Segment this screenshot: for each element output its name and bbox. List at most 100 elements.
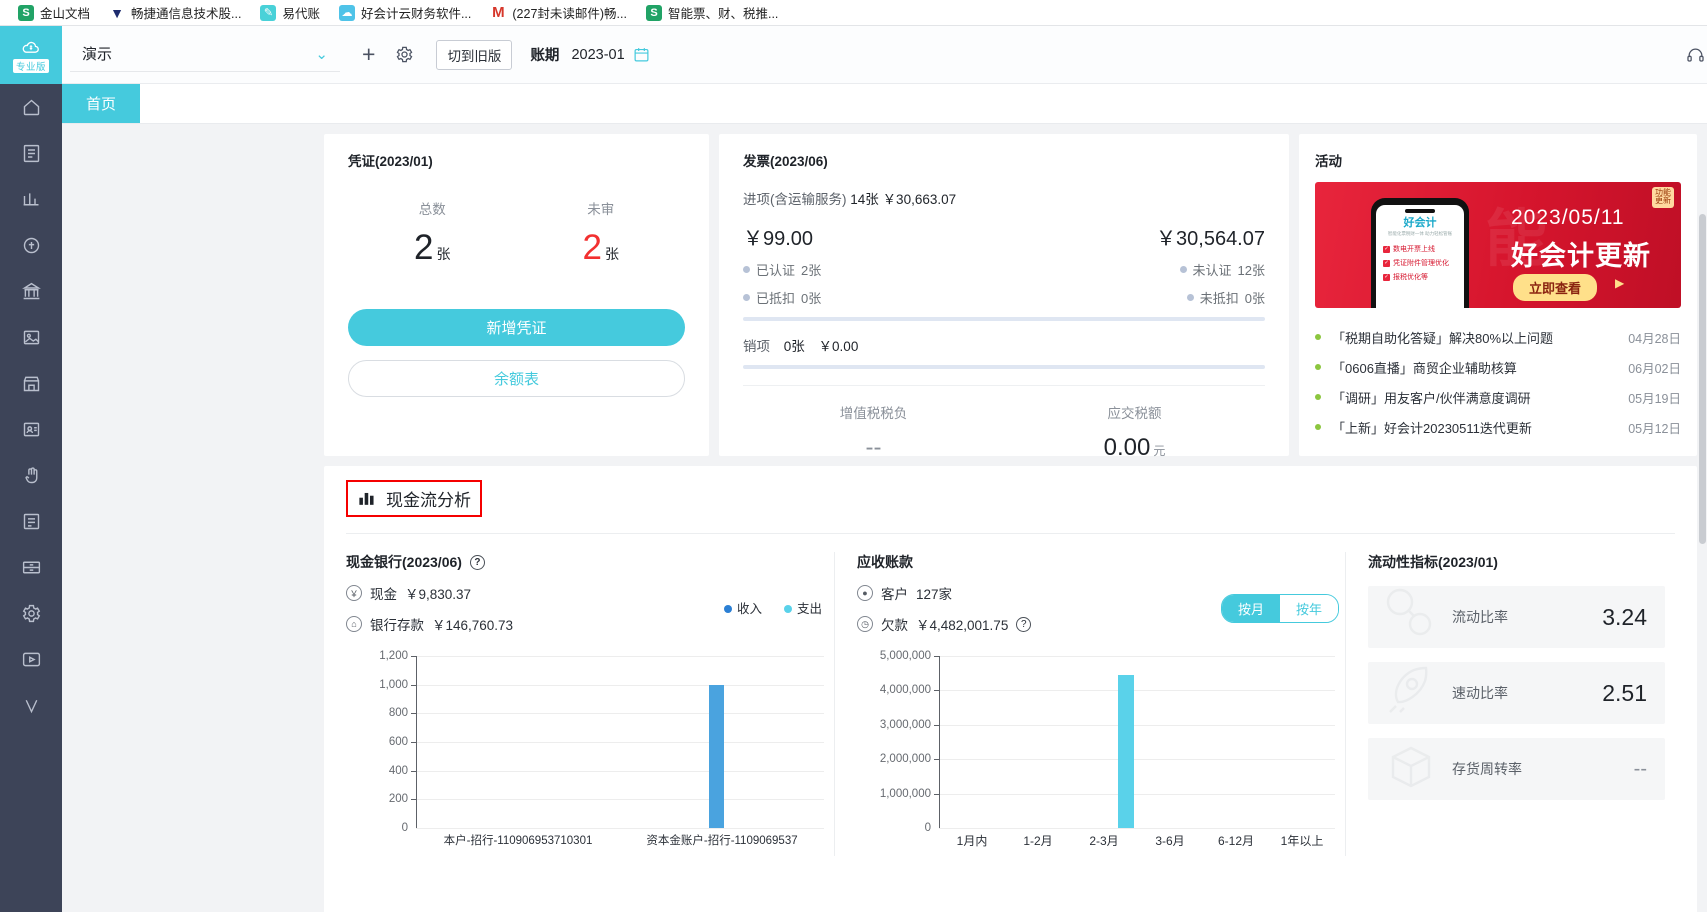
tab-home[interactable]: 首页 bbox=[62, 84, 141, 123]
news-date: 06月02日 bbox=[1628, 361, 1681, 376]
bookmark-item[interactable]: M (227封未读邮件)畅... bbox=[482, 1, 635, 24]
v-icon bbox=[25, 699, 37, 713]
phone-feature-item: ✓ 数电开票上线 bbox=[1383, 244, 1464, 254]
news-item[interactable]: 「调研」用友客户/伙伴满意度调研 05月19日 bbox=[1315, 382, 1681, 412]
legend-label: 收入 bbox=[736, 602, 762, 616]
cash-bank-chart: 1,200 1,000 800 600 400 200 0 bbox=[346, 650, 824, 856]
chart-plot-area: 1,200 1,000 800 600 400 200 0 bbox=[346, 650, 824, 834]
row-label: 未抵扣 bbox=[1199, 291, 1239, 306]
title-text: 现金银行(2023/06) bbox=[346, 554, 462, 570]
news-text: 「调研」用友客户/伙伴满意度调研 bbox=[1332, 390, 1531, 406]
sidebar-item-tax[interactable] bbox=[0, 222, 62, 268]
sidebar-item-assets[interactable] bbox=[0, 314, 62, 360]
x-tick-label: 本户-招行-110906953710301 bbox=[443, 835, 593, 847]
cashflow-panel: 现金流分析 现金银行(2023/06) ? ￥ 现金 bbox=[324, 466, 1697, 912]
bookmark-item[interactable]: ✎ 易代账 bbox=[252, 1, 328, 24]
news-item[interactable]: 「税期自助化答疑」解决80%以上问题 04月28日 bbox=[1315, 322, 1681, 352]
bookmark-label: 畅捷通信息技术股... bbox=[131, 7, 242, 21]
legend-income[interactable]: 收入 bbox=[723, 598, 762, 617]
cashflow-header[interactable]: 现金流分析 bbox=[346, 480, 482, 517]
id-icon bbox=[23, 422, 39, 436]
period-value[interactable]: 2023-01 bbox=[571, 46, 625, 63]
top-toolbar: 演示 ⌄ + 切到旧版 账期 2023-01 bbox=[62, 26, 1707, 84]
sidebar-item-settlement[interactable] bbox=[0, 498, 62, 544]
row-label: 已抵扣 bbox=[756, 291, 796, 306]
bar-3-6month[interactable] bbox=[1117, 674, 1134, 828]
phone-feature-item: ✓ 凭证附件管理优化 bbox=[1383, 258, 1464, 268]
row-label: 已认证 bbox=[756, 263, 796, 278]
banner-cta-button[interactable]: 立即查看 bbox=[1513, 274, 1598, 301]
bar-income-2[interactable] bbox=[709, 684, 725, 828]
liquidity-tile-current-ratio[interactable]: 流动比率 3.24 bbox=[1368, 586, 1665, 648]
activity-card-title: 活动 bbox=[1315, 154, 1342, 169]
y-tick: 5,000,000 bbox=[879, 650, 931, 662]
user-icon: ● bbox=[857, 585, 873, 601]
sidebar-item-voucher[interactable] bbox=[0, 130, 62, 176]
cashflow-body: 现金银行(2023/06) ? ￥ 现金 ￥9,830.37 ⌂ 银行存款 bbox=[346, 552, 1675, 856]
liquidity-tile-quick-ratio[interactable]: 速动比率 2.51 bbox=[1368, 662, 1665, 724]
company-name: 演示 bbox=[82, 46, 113, 63]
row-label: 现金 bbox=[370, 587, 397, 602]
invoice-left-row: 已抵扣 0张 bbox=[743, 288, 1004, 307]
sidebar-item-home[interactable] bbox=[0, 84, 62, 130]
sidebar-item-archive[interactable] bbox=[0, 544, 62, 590]
legend-expense[interactable]: 支出 bbox=[783, 598, 822, 617]
news-item[interactable]: 「上新」好会计20230511迭代更新 05月12日 bbox=[1315, 412, 1681, 442]
sidebar-item-more[interactable] bbox=[0, 682, 62, 728]
y-tick: 0 bbox=[401, 822, 408, 834]
scrollbar-thumb[interactable] bbox=[1699, 214, 1706, 544]
sidebar-item-salary[interactable] bbox=[0, 406, 62, 452]
news-item[interactable]: 「0606直播」商贸企业辅助核算 06月02日 bbox=[1315, 352, 1681, 382]
toggle-by-month[interactable]: 按月 bbox=[1221, 595, 1280, 622]
row-value: 127家 bbox=[916, 587, 953, 602]
add-button[interactable]: + bbox=[362, 41, 376, 67]
invoice-left-amount: ￥99.00 bbox=[743, 228, 814, 250]
sidebar-item-inventory[interactable] bbox=[0, 360, 62, 406]
sidebar-item-report[interactable] bbox=[0, 176, 62, 222]
cash-bank-section: 现金银行(2023/06) ? ￥ 现金 ￥9,830.37 ⌂ 银行存款 bbox=[346, 552, 834, 856]
customer-row: ● 客户 127家 bbox=[857, 583, 1335, 603]
sidebar-item-invoice[interactable] bbox=[0, 268, 62, 314]
chart-legend: 收入 支出 bbox=[723, 598, 822, 617]
tax-label: 应交税额 bbox=[1107, 406, 1162, 421]
stat-unit: 张 bbox=[604, 246, 619, 262]
period-toggle: 按月 按年 bbox=[1220, 594, 1339, 623]
bullet-icon bbox=[1315, 364, 1321, 370]
gear-icon bbox=[22, 604, 40, 622]
sidebar-item-ai[interactable] bbox=[0, 452, 62, 498]
calendar-icon[interactable] bbox=[633, 46, 650, 63]
company-selector[interactable]: 演示 ⌄ bbox=[70, 37, 340, 72]
question-icon[interactable]: ? bbox=[469, 554, 485, 570]
bookmark-item[interactable]: ▼ 畅捷通信息技术股... bbox=[101, 1, 249, 24]
add-voucher-button[interactable]: 新增凭证 bbox=[348, 309, 685, 346]
bookmark-item[interactable]: ☁ 好会计云财务软件... bbox=[331, 1, 479, 24]
activity-card: 活动 能 功能 更新 好会计 智能化票税财一体 助力轻松管账 ✓ 数电开票 bbox=[1299, 134, 1697, 456]
headset-icon bbox=[1687, 48, 1704, 62]
cash-row: ￥ 现金 ￥9,830.37 bbox=[346, 583, 824, 603]
sidebar-item-settings[interactable] bbox=[0, 590, 62, 636]
invoice-tax-row: 增值税税负 -- 应交税额 0.00 元 bbox=[743, 402, 1265, 462]
support-button[interactable] bbox=[1686, 46, 1705, 70]
invoice-card-title: 发票(2023/06) bbox=[743, 154, 828, 169]
invoice-input-progress bbox=[743, 317, 1265, 321]
gear-icon bbox=[397, 46, 413, 63]
promo-banner[interactable]: 能 功能 更新 好会计 智能化票税财一体 助力轻松管账 ✓ 数电开票上线 ✓ 凭证附件… bbox=[1315, 182, 1681, 308]
app-logo[interactable]: 专业版 bbox=[0, 26, 62, 84]
switch-legacy-button[interactable]: 切到旧版 bbox=[436, 39, 513, 70]
balance-sheet-button[interactable]: 余额表 bbox=[348, 360, 685, 397]
bookmark-item[interactable]: S 金山文档 bbox=[10, 1, 98, 24]
question-icon[interactable]: ? bbox=[1016, 616, 1032, 632]
page-scrollbar[interactable] bbox=[1698, 124, 1707, 912]
settings-button[interactable] bbox=[395, 45, 414, 64]
receivable-section: 应收账款 ● 客户 127家 ◷ 欠款 ￥4,482,001.75 bbox=[834, 552, 1345, 856]
toggle-by-year[interactable]: 按年 bbox=[1279, 595, 1338, 622]
sidebar-item-video[interactable] bbox=[0, 636, 62, 682]
invoice-input-amount: ￥30,663.07 bbox=[882, 192, 957, 207]
liquidity-tile-inventory-turnover[interactable]: 存货周转率 -- bbox=[1368, 738, 1665, 800]
bookmark-item[interactable]: S 智能票、财、税推... bbox=[638, 1, 786, 24]
banner-badge: 功能 更新 bbox=[1652, 187, 1674, 208]
x-tick-label: 2-3月 bbox=[1089, 834, 1119, 848]
